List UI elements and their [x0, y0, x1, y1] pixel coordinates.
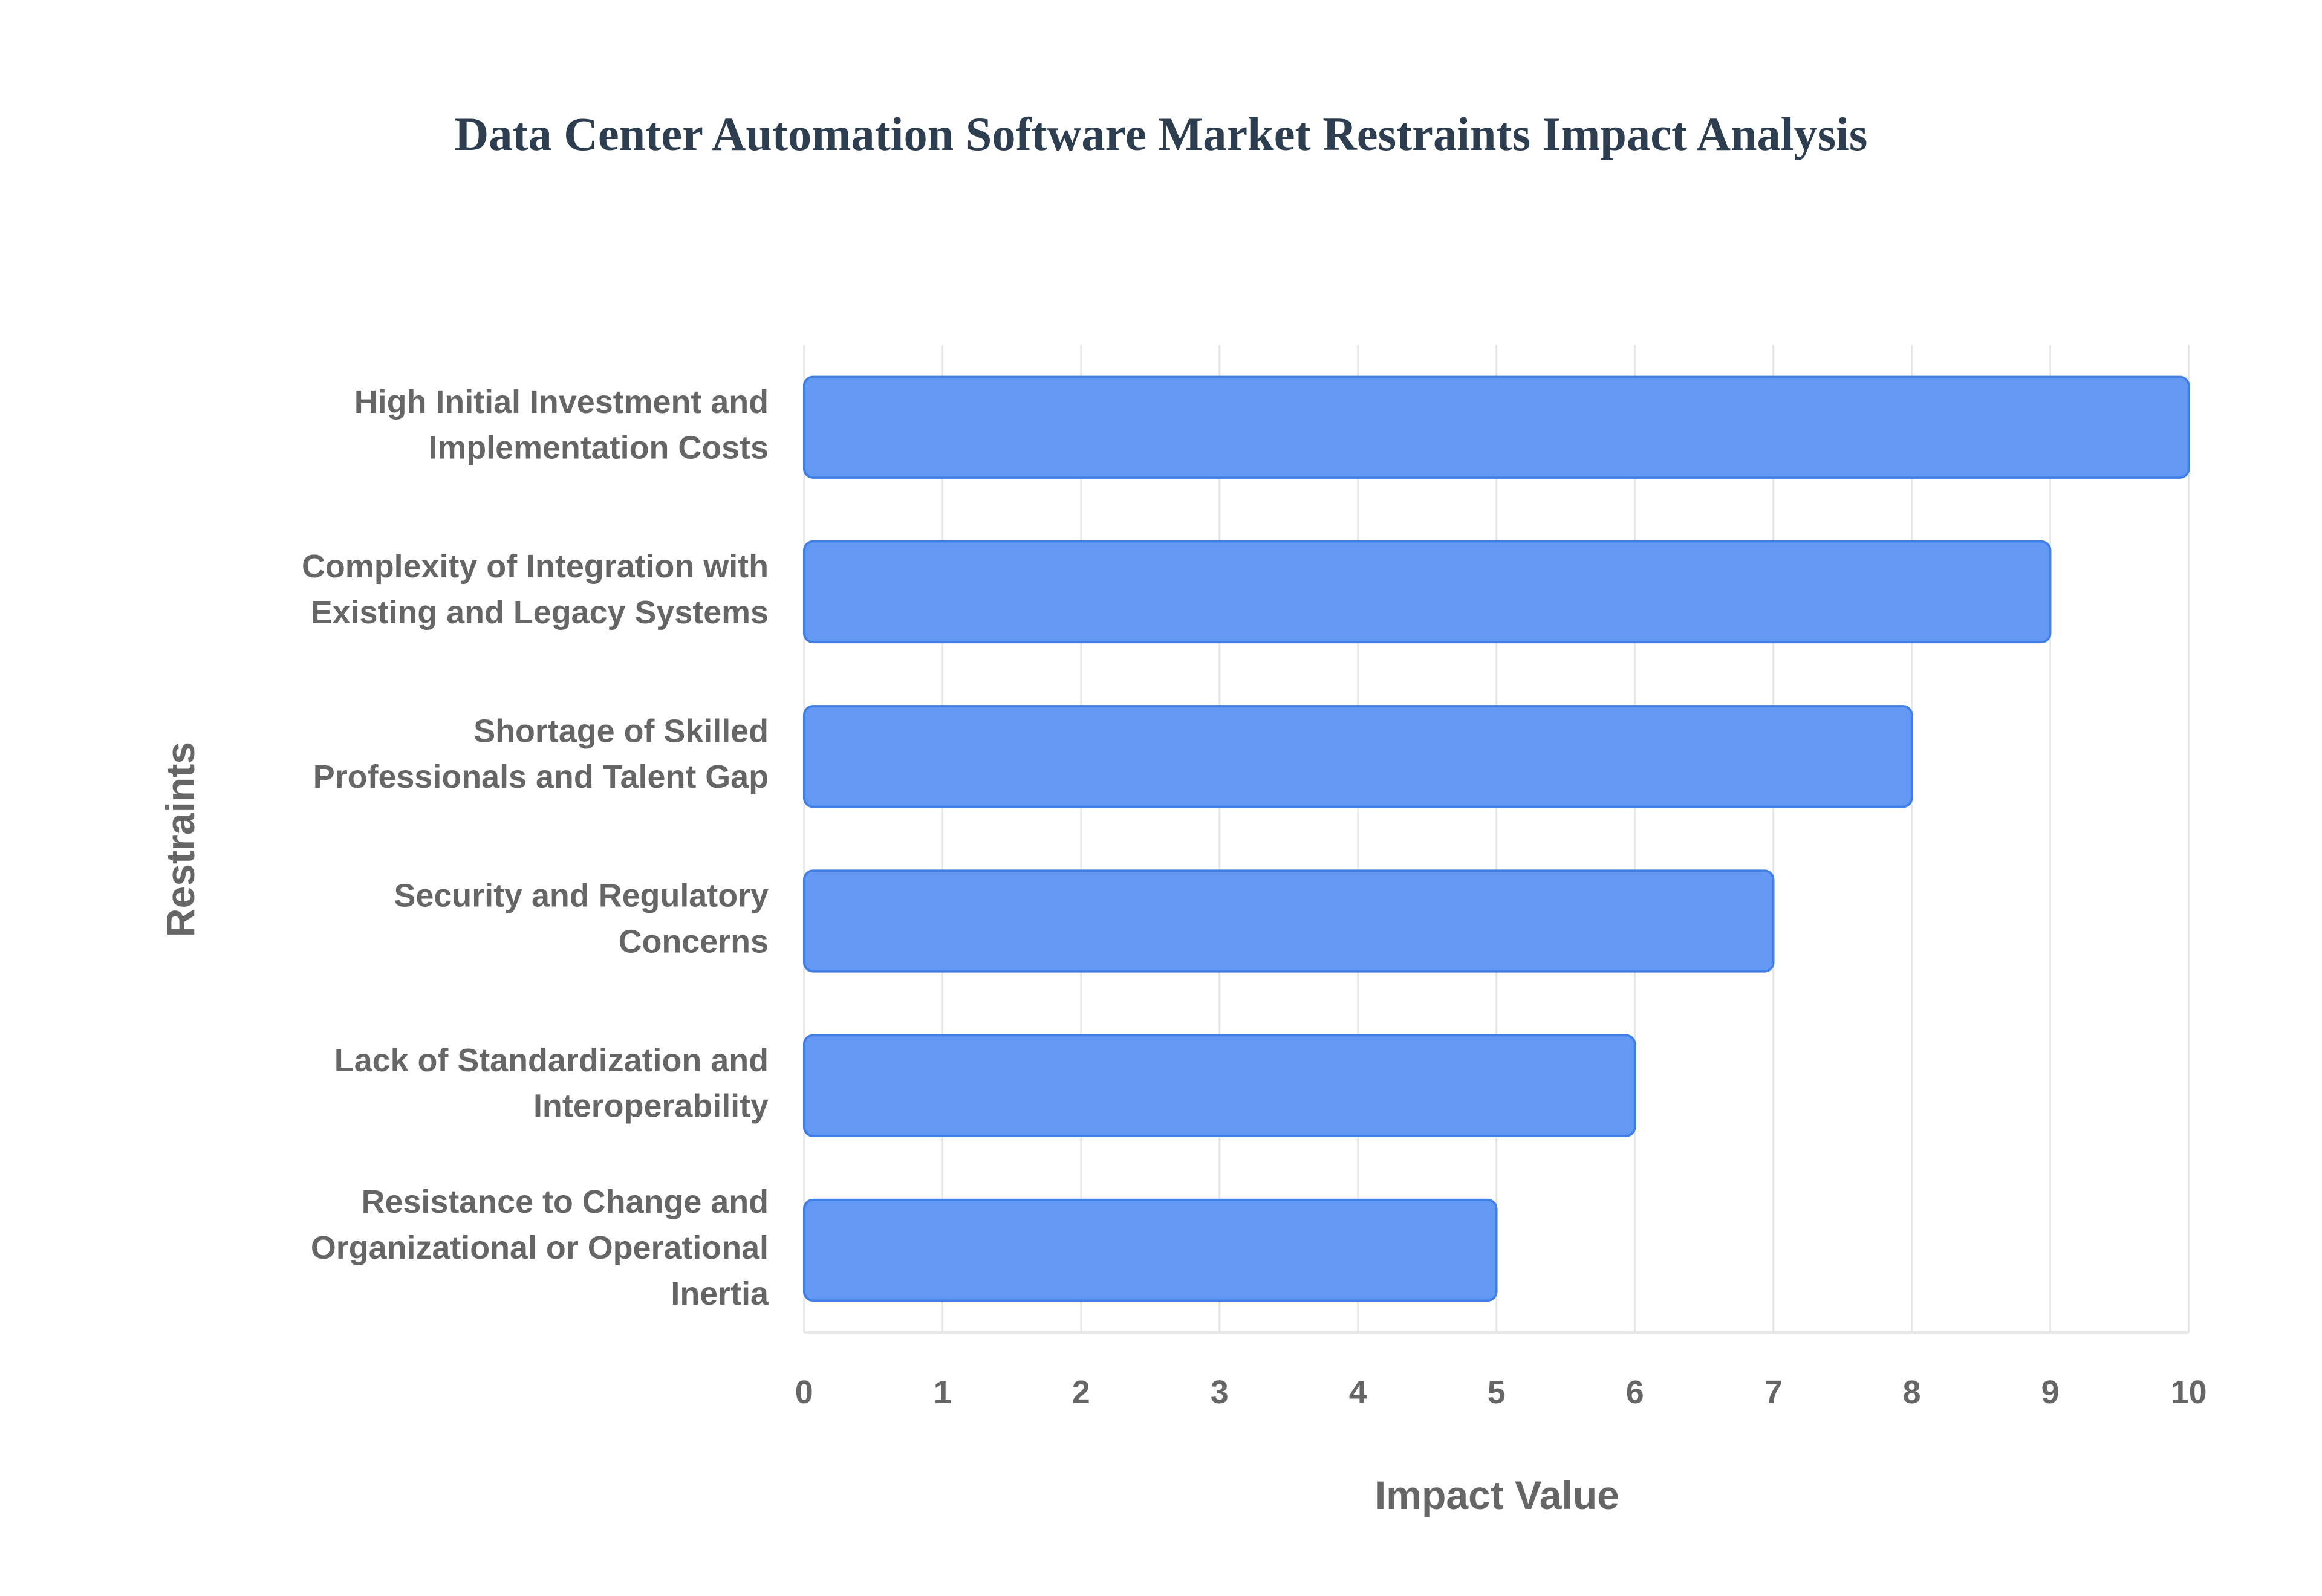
x-tick-label: 0: [795, 1374, 813, 1410]
x-tick-label: 2: [1072, 1374, 1090, 1410]
x-tick-label: 6: [1626, 1374, 1644, 1410]
x-tick-label: 4: [1349, 1374, 1367, 1410]
x-tick-label: 7: [1764, 1374, 1783, 1410]
bar: [802, 869, 1775, 973]
x-tick-label: 10: [2171, 1374, 2207, 1410]
y-axis-title: Restraints: [158, 742, 203, 937]
bar: [802, 1198, 1498, 1302]
bar: [802, 375, 2190, 479]
y-tick-label: Security and Regulatory Concerns: [394, 878, 769, 960]
y-tick-label: High Initial Investment and Implementatio…: [354, 384, 769, 466]
x-tick-label: 8: [1903, 1374, 1921, 1410]
y-tick-label: Shortage of Skilled Professionals and Tal…: [313, 713, 769, 795]
x-tick-label: 1: [934, 1374, 952, 1410]
x-axis-title: Impact Value: [1375, 1473, 1619, 1518]
bar: [802, 540, 2052, 644]
y-tick-label: Complexity of Integration with Existing a…: [302, 548, 769, 631]
x-tick-label: 5: [1488, 1374, 1506, 1410]
x-tick-label: 3: [1211, 1374, 1229, 1410]
chart-title: Data Center Automation Software Market R…: [455, 108, 1868, 160]
bar: [802, 705, 1913, 808]
x-tick-label: 9: [2041, 1374, 2060, 1410]
bar: [802, 1034, 1636, 1137]
y-tick-label: Lack of Standardization and Interoperabil…: [334, 1042, 769, 1124]
y-tick-label: Resistance to Change and Organizational o…: [311, 1184, 769, 1312]
